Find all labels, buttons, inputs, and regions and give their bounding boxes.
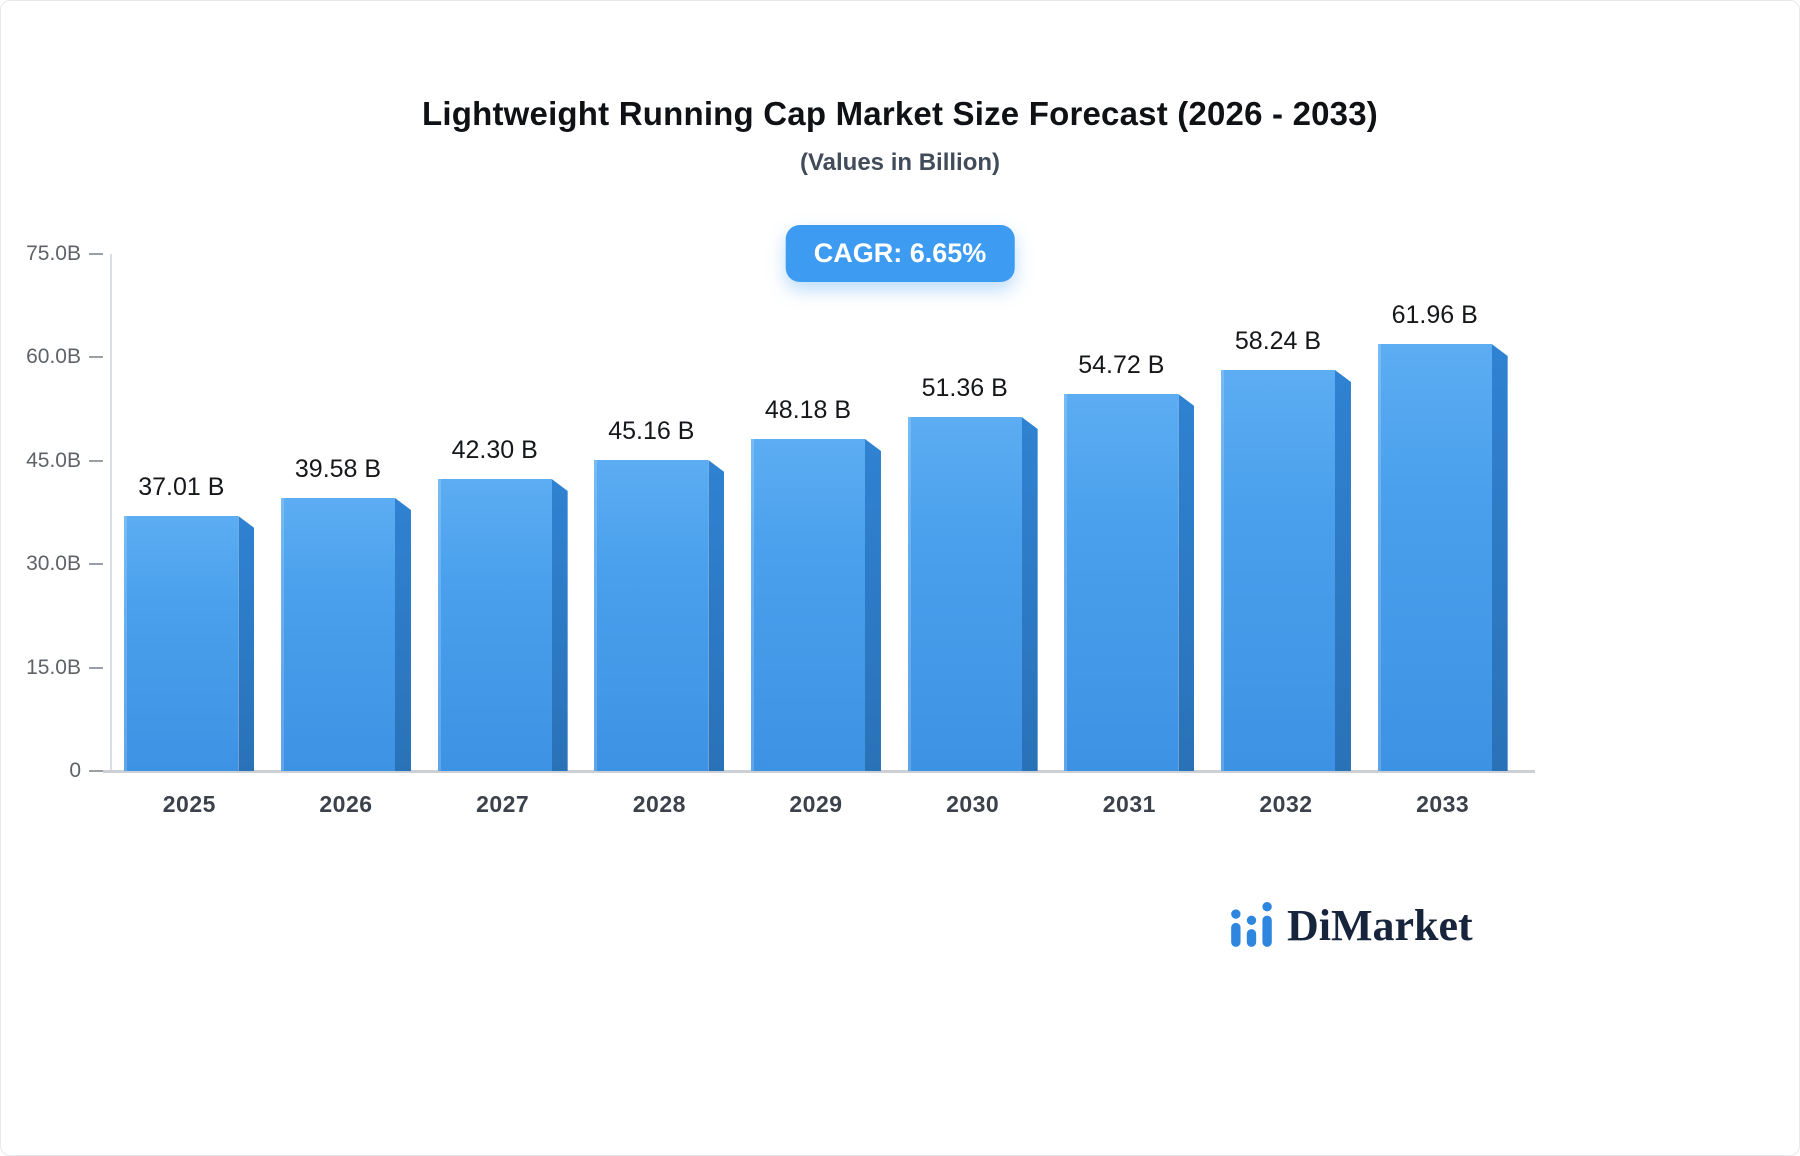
- x-axis-label: 2032: [1259, 791, 1313, 817]
- bar-value-label: 37.01 B: [138, 473, 225, 501]
- bar-side-face: [864, 439, 881, 771]
- x-axis-label: 2027: [476, 791, 530, 817]
- bar: [437, 479, 552, 771]
- bar-value-label: 39.58 B: [294, 455, 382, 483]
- bar-group: 54.72 B 2031: [1051, 254, 1208, 817]
- y-axis-label: 0: [69, 759, 81, 782]
- brand-name: DiMarket: [1287, 901, 1473, 950]
- bar: [1220, 370, 1335, 771]
- y-axis-tick: [89, 356, 103, 359]
- bar-side-face: [238, 516, 255, 771]
- bar-group: 48.18 B 2029: [738, 254, 895, 817]
- bar-group: 58.24 B 2032: [1208, 254, 1365, 817]
- bar: [750, 439, 865, 771]
- x-axis-label: 2030: [946, 791, 1000, 817]
- bar-group: 37.01 B 2025: [111, 254, 268, 817]
- bar: [1064, 394, 1179, 771]
- bar-value-label: 58.24 B: [1234, 327, 1322, 355]
- y-axis-tick: [89, 253, 103, 255]
- x-axis-line: [103, 770, 1535, 773]
- bar-group: 61.96 B 2033: [1364, 254, 1521, 817]
- y-axis-tick: [89, 666, 103, 669]
- x-axis-label: 2033: [1416, 791, 1470, 817]
- bar-value-label: 54.72 B: [1078, 351, 1165, 379]
- bar: [907, 417, 1022, 771]
- bar-side-face: [1178, 394, 1195, 771]
- x-axis-label: 2025: [162, 791, 216, 817]
- bar-group: 39.58 B 2026: [268, 254, 425, 817]
- bar: [594, 460, 709, 771]
- chart-title: Lightweight Running Cap Market Size Fore…: [422, 95, 1378, 132]
- bar-group: 51.36 B 2030: [894, 254, 1051, 817]
- y-axis-tick: [89, 563, 103, 566]
- bar-value-label: 61.96 B: [1391, 301, 1478, 329]
- dimarket-logo-icon: [1231, 902, 1272, 947]
- y-axis-label: 75.0B: [26, 242, 81, 265]
- bar-value-label: 42.30 B: [451, 436, 538, 464]
- cagr-badge: CAGR: 6.65%: [785, 225, 1015, 282]
- y-axis-label: 60.0B: [26, 345, 81, 369]
- bar-value-label: 45.16 B: [608, 417, 695, 445]
- bar: [124, 516, 239, 771]
- x-axis-label: 2029: [789, 791, 843, 817]
- y-axis-tick: [89, 459, 103, 462]
- bar-side-face: [1021, 417, 1038, 771]
- y-axis-line: [110, 254, 112, 771]
- chart-subtitle: (Values in Billion): [799, 149, 1001, 176]
- y-axis-label: 30.0B: [26, 552, 81, 576]
- bar-side-face: [1491, 344, 1508, 771]
- bar: [280, 498, 395, 771]
- bar-side-face: [394, 498, 411, 771]
- x-axis-label: 2031: [1102, 791, 1156, 817]
- bar-value-label: 48.18 B: [764, 396, 852, 424]
- y-axis-label: 45.0B: [26, 448, 81, 472]
- bar: [1377, 344, 1492, 771]
- bar-side-face: [551, 479, 568, 771]
- y-axis-tick: [89, 770, 103, 772]
- bar-group: 45.16 B 2028: [581, 254, 738, 817]
- bar-value-label: 51.36 B: [921, 374, 1008, 402]
- plot-area: 0 15.0B 30.0B 45.0B 60.0B 75.0B 37.01 B 2025 39.…: [26, 243, 1535, 817]
- y-axis-label: 15.0B: [26, 655, 81, 679]
- brand-logo: DiMarket: [1229, 901, 1473, 951]
- bar-side-face: [708, 460, 725, 771]
- bar-side-face: [1334, 370, 1351, 771]
- bar-group: 42.30 B 2027: [424, 254, 581, 817]
- x-axis-label: 2028: [632, 791, 686, 817]
- x-axis-label: 2026: [319, 791, 373, 817]
